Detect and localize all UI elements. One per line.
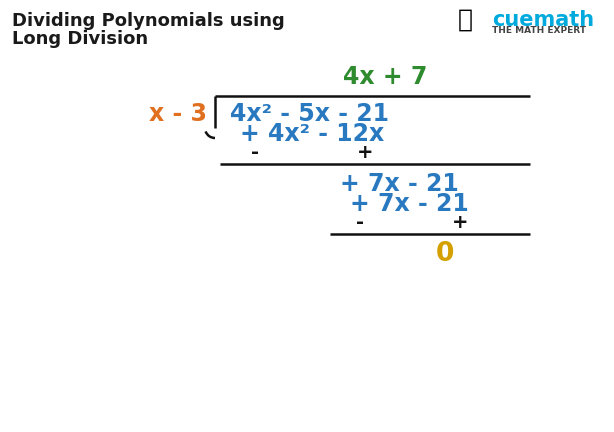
Text: -: - [251, 143, 259, 162]
Text: + 7x - 21: + 7x - 21 [350, 192, 468, 216]
Text: x - 3: x - 3 [149, 102, 207, 126]
Text: -: - [356, 213, 364, 232]
Text: 4x + 7: 4x + 7 [343, 65, 427, 89]
Text: + 7x - 21: + 7x - 21 [340, 172, 459, 196]
Text: Long Division: Long Division [12, 30, 148, 48]
Text: + 4x² - 12x: + 4x² - 12x [240, 122, 384, 146]
Text: 0: 0 [436, 241, 454, 267]
Text: 🚀: 🚀 [458, 8, 473, 32]
Text: Dividing Polynomials using: Dividing Polynomials using [12, 12, 285, 30]
Text: 4x² - 5x - 21: 4x² - 5x - 21 [230, 102, 389, 126]
Text: cuemath: cuemath [492, 10, 594, 30]
Text: +: + [357, 143, 373, 162]
Text: +: + [452, 213, 468, 232]
Text: THE MATH EXPERT: THE MATH EXPERT [492, 26, 586, 35]
